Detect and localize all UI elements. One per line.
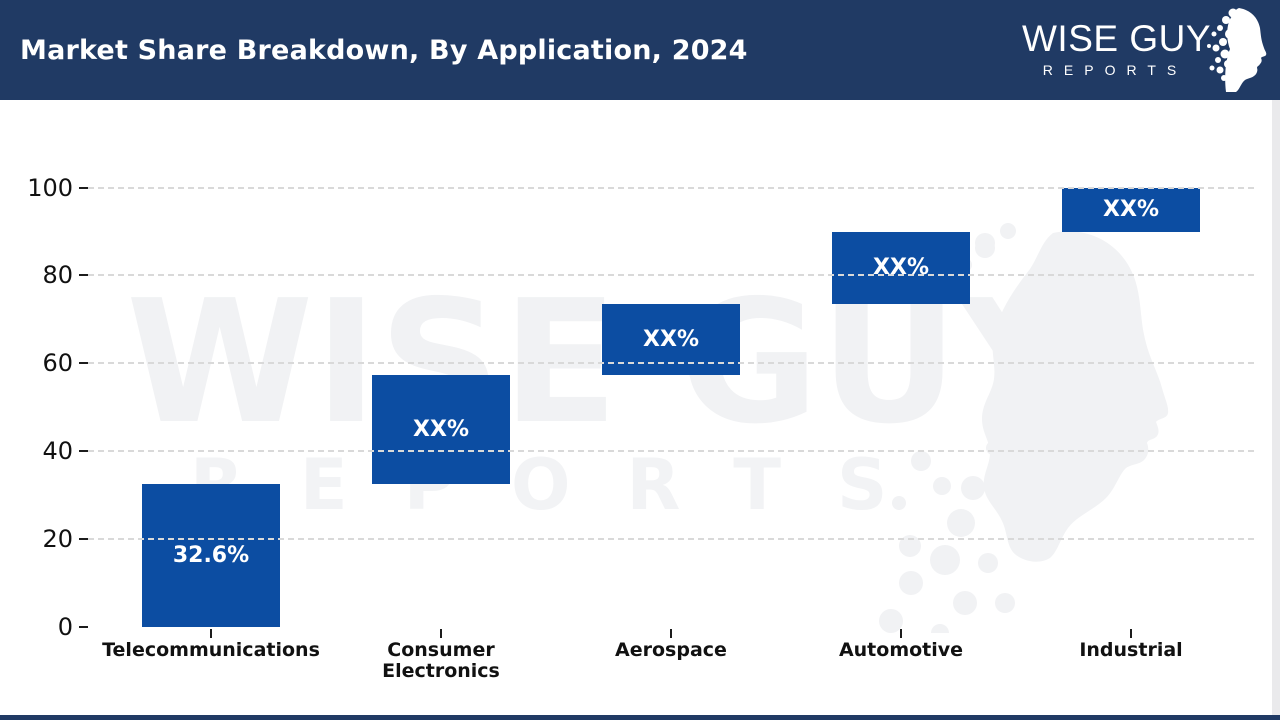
logo-subtitle: REPORTS — [1042, 62, 1188, 78]
chart-title: Market Share Breakdown, By Application, … — [20, 34, 748, 66]
brand-logo: WISE GUY REPORTS — [1022, 4, 1272, 96]
x-category-label-telecommunications: Telecommunications — [102, 639, 320, 661]
bar-value-label: XX% — [413, 416, 469, 442]
logo-head-icon — [1207, 8, 1267, 92]
x-category-label-aerospace: Aerospace — [615, 639, 727, 661]
y-tick-label: 40 — [42, 437, 73, 466]
logo-text: WISE GUY REPORTS — [1022, 18, 1212, 78]
y-tick-label: 60 — [42, 349, 73, 378]
x-tick-telecommunications — [210, 629, 212, 638]
x-category-label-automotive: Automotive — [838, 639, 964, 661]
y-tick-40 — [79, 450, 88, 453]
bar-consumer-electronics — [372, 374, 510, 484]
y-tick-0 — [79, 626, 88, 628]
bar-value-label: XX% — [1103, 197, 1159, 223]
watermark-reports-text: REPORTS — [190, 444, 944, 526]
gridline-20 — [88, 538, 1254, 541]
x-tick-automotive — [900, 629, 902, 638]
gridline-40 — [88, 450, 1254, 453]
right-edge-shade — [1272, 100, 1280, 715]
x-tick-consumer-electronics — [440, 629, 442, 638]
y-tick-label: 20 — [42, 525, 73, 554]
bar-telecommunications — [142, 483, 280, 627]
bar-automotive — [832, 231, 970, 304]
gridline-80 — [88, 274, 1254, 277]
bar-value-label: XX% — [873, 255, 929, 281]
y-tick-80 — [79, 274, 88, 277]
x-tick-industrial — [1130, 629, 1132, 638]
bar-value-label: XX% — [643, 326, 699, 352]
gridline-60 — [88, 362, 1254, 365]
y-tick-label: 0 — [57, 613, 73, 641]
header-bar: Market Share Breakdown, By Application, … — [0, 0, 1280, 100]
y-tick-label: 80 — [42, 261, 73, 290]
y-tick-label: 100 — [27, 173, 73, 202]
watermark-head-icon — [879, 223, 1169, 633]
x-tick-aerospace — [670, 629, 672, 638]
logo-wordmark: WISE GUY — [1022, 18, 1212, 59]
x-category-label-consumer-electronics: Consumer Electronics — [382, 639, 500, 682]
bar-value-label: 32.6% — [172, 542, 250, 568]
gridline-100 — [88, 186, 1254, 189]
footer-bar — [0, 715, 1280, 720]
y-tick-100 — [79, 186, 88, 189]
x-category-label-industrial: Industrial — [1079, 639, 1183, 661]
bar-industrial — [1062, 187, 1200, 232]
y-tick-60 — [79, 362, 88, 365]
y-tick-20 — [79, 538, 88, 541]
